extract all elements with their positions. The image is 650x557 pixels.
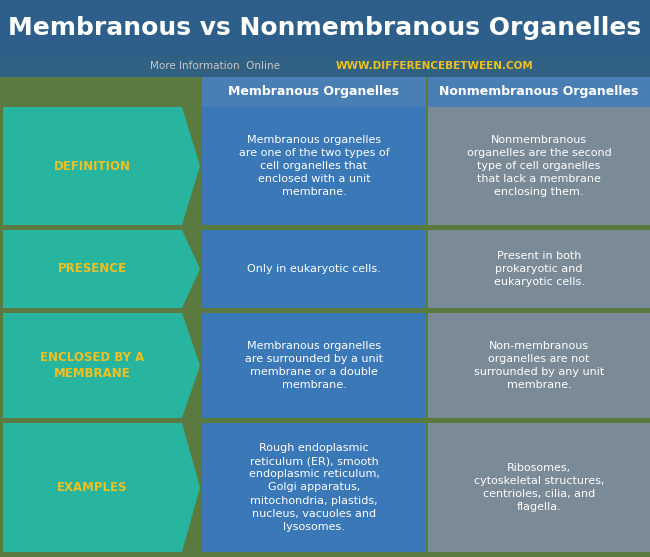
FancyBboxPatch shape bbox=[428, 313, 650, 418]
Text: WWW.DIFFERENCEBETWEEN.COM: WWW.DIFFERENCEBETWEEN.COM bbox=[336, 61, 534, 71]
FancyBboxPatch shape bbox=[202, 313, 426, 418]
Text: Present in both
prokaryotic and
eukaryotic cells.: Present in both prokaryotic and eukaryot… bbox=[493, 251, 584, 287]
Text: EXAMPLES: EXAMPLES bbox=[57, 481, 128, 494]
FancyBboxPatch shape bbox=[428, 107, 650, 225]
Text: ENCLOSED BY A
MEMBRANE: ENCLOSED BY A MEMBRANE bbox=[40, 351, 144, 380]
Text: Nonmembranous
organelles are the second
type of cell organelles
that lack a memb: Nonmembranous organelles are the second … bbox=[467, 135, 612, 197]
Text: Membranous Organelles: Membranous Organelles bbox=[229, 86, 400, 99]
Text: Membranous vs Nonmembranous Organelles: Membranous vs Nonmembranous Organelles bbox=[8, 16, 642, 40]
FancyBboxPatch shape bbox=[202, 77, 426, 107]
Text: Ribosomes,
cytoskeletal structures,
centrioles, cilia, and
flagella.: Ribosomes, cytoskeletal structures, cent… bbox=[474, 463, 604, 512]
Polygon shape bbox=[3, 230, 200, 308]
Polygon shape bbox=[3, 107, 200, 225]
FancyBboxPatch shape bbox=[428, 423, 650, 552]
FancyBboxPatch shape bbox=[428, 77, 650, 107]
FancyBboxPatch shape bbox=[202, 230, 426, 308]
Text: Membranous organelles
are one of the two types of
cell organelles that
enclosed : Membranous organelles are one of the two… bbox=[239, 135, 389, 197]
Text: Membranous organelles
are surrounded by a unit
membrane or a double
membrane.: Membranous organelles are surrounded by … bbox=[245, 341, 383, 390]
Text: Rough endoplasmic
reticulum (ER), smooth
endoplasmic reticulum,
Golgi apparatus,: Rough endoplasmic reticulum (ER), smooth… bbox=[248, 443, 380, 532]
Polygon shape bbox=[3, 423, 200, 552]
FancyBboxPatch shape bbox=[0, 55, 650, 77]
Polygon shape bbox=[3, 313, 200, 418]
FancyBboxPatch shape bbox=[202, 107, 426, 225]
Text: PRESENCE: PRESENCE bbox=[58, 262, 127, 276]
Text: DEFINITION: DEFINITION bbox=[54, 159, 131, 173]
FancyBboxPatch shape bbox=[428, 230, 650, 308]
Text: Non-membranous
organelles are not
surrounded by any unit
membrane.: Non-membranous organelles are not surrou… bbox=[474, 341, 604, 390]
Text: More Information  Online: More Information Online bbox=[150, 61, 280, 71]
Text: Nonmembranous Organelles: Nonmembranous Organelles bbox=[439, 86, 639, 99]
FancyBboxPatch shape bbox=[202, 423, 426, 552]
FancyBboxPatch shape bbox=[0, 0, 650, 55]
Text: Only in eukaryotic cells.: Only in eukaryotic cells. bbox=[247, 264, 381, 274]
